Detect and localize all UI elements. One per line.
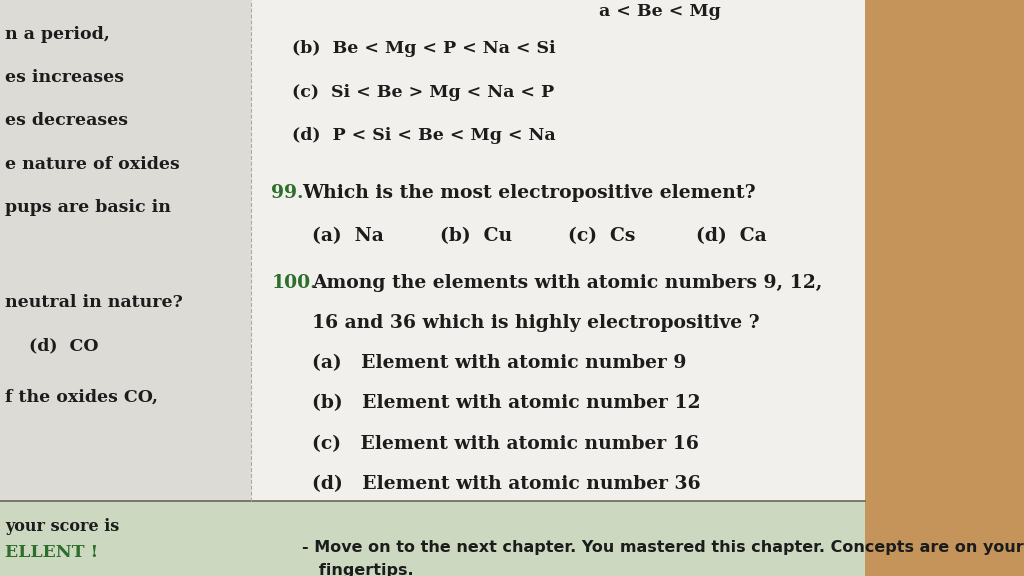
Text: (a)  Na: (a) Na — [312, 228, 384, 245]
Text: Among the elements with atomic numbers 9, 12,: Among the elements with atomic numbers 9… — [312, 274, 822, 291]
FancyBboxPatch shape — [865, 0, 1024, 576]
Text: e nature of oxides: e nature of oxides — [5, 156, 180, 173]
Text: (b)  Be < Mg < P < Na < Si: (b) Be < Mg < P < Na < Si — [292, 40, 555, 58]
Text: (c)  Si < Be > Mg < Na < P: (c) Si < Be > Mg < Na < P — [292, 84, 554, 101]
Text: Which is the most electropositive element?: Which is the most electropositive elemen… — [302, 184, 756, 202]
FancyBboxPatch shape — [0, 0, 251, 501]
Text: es increases: es increases — [5, 69, 124, 86]
Text: 100.: 100. — [271, 274, 317, 291]
Text: (d)  CO: (d) CO — [5, 337, 98, 354]
Text: (d)   Element with atomic number 36: (d) Element with atomic number 36 — [312, 475, 701, 493]
Text: - Move on to the next chapter. You mastered this chapter. Concepts are on your: - Move on to the next chapter. You maste… — [302, 540, 1024, 555]
Text: (c)   Element with atomic number 16: (c) Element with atomic number 16 — [312, 435, 699, 453]
Text: ELLENT !: ELLENT ! — [5, 544, 98, 562]
FancyBboxPatch shape — [0, 0, 865, 501]
Text: es decreases: es decreases — [5, 112, 128, 130]
Text: (b)   Element with atomic number 12: (b) Element with atomic number 12 — [312, 395, 700, 412]
Text: 16 and 36 which is highly electropositive ?: 16 and 36 which is highly electropositiv… — [312, 314, 760, 332]
Text: n a period,: n a period, — [5, 26, 110, 43]
Text: f the oxides CO,: f the oxides CO, — [5, 389, 158, 406]
Text: (a)   Element with atomic number 9: (a) Element with atomic number 9 — [312, 354, 687, 372]
Text: (d)  Ca: (d) Ca — [696, 228, 767, 245]
Text: pups are basic in: pups are basic in — [5, 199, 171, 216]
Text: (c)  Cs: (c) Cs — [568, 228, 636, 245]
Text: a < Be < Mg: a < Be < Mg — [599, 3, 721, 20]
Text: 99.: 99. — [271, 184, 304, 202]
Text: neutral in nature?: neutral in nature? — [5, 294, 183, 311]
Text: (d)  P < Si < Be < Mg < Na: (d) P < Si < Be < Mg < Na — [292, 127, 555, 144]
Text: fingertips.: fingertips. — [302, 563, 414, 576]
Text: your score is: your score is — [5, 518, 120, 536]
Text: (b)  Cu: (b) Cu — [440, 228, 512, 245]
FancyBboxPatch shape — [0, 501, 865, 576]
